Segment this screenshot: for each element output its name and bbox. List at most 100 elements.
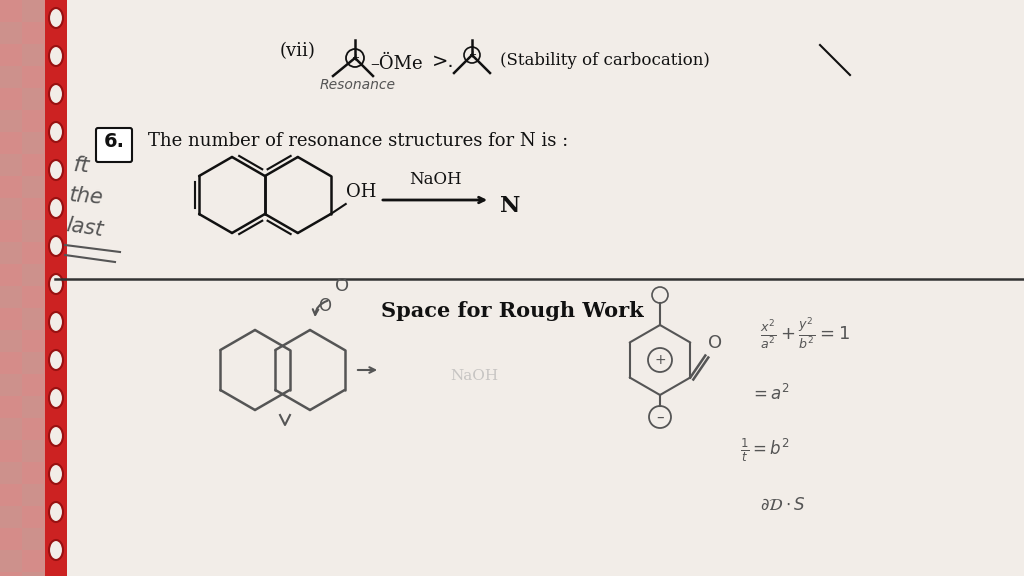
Ellipse shape — [49, 236, 63, 256]
Bar — [0, 0, 22, 22]
Bar — [22, 22, 44, 44]
Bar — [66, 550, 88, 572]
Bar — [22, 506, 44, 528]
Bar — [66, 506, 88, 528]
Bar — [44, 88, 66, 110]
Bar — [88, 176, 110, 198]
Bar — [0, 572, 22, 576]
Text: +: + — [654, 353, 666, 367]
Bar — [22, 110, 44, 132]
Bar — [88, 308, 110, 330]
Text: –: – — [656, 410, 664, 425]
Bar — [66, 110, 88, 132]
Ellipse shape — [49, 426, 63, 446]
Bar — [22, 330, 44, 352]
Bar — [66, 242, 88, 264]
Ellipse shape — [49, 122, 63, 142]
Bar — [0, 308, 22, 330]
FancyBboxPatch shape — [96, 128, 132, 162]
Bar — [66, 154, 88, 176]
Ellipse shape — [49, 46, 63, 66]
Ellipse shape — [49, 84, 63, 104]
Text: $\frac{x^2}{a^2}+\frac{y^2}{b^2}=1$: $\frac{x^2}{a^2}+\frac{y^2}{b^2}=1$ — [760, 316, 850, 352]
Bar — [0, 440, 22, 462]
Bar — [88, 132, 110, 154]
Bar — [66, 22, 88, 44]
Ellipse shape — [49, 198, 63, 218]
Text: O: O — [709, 335, 723, 353]
Bar — [66, 66, 88, 88]
Text: (vii): (vii) — [280, 42, 315, 60]
Text: O: O — [318, 297, 331, 315]
Bar — [0, 352, 22, 374]
Text: 6.: 6. — [103, 132, 125, 151]
Text: OH: OH — [346, 183, 376, 201]
Text: +: + — [468, 50, 476, 60]
Bar — [0, 176, 22, 198]
Text: $=a^2$: $=a^2$ — [750, 384, 790, 404]
Bar — [44, 396, 66, 418]
Bar — [44, 308, 66, 330]
Bar — [66, 374, 88, 396]
Bar — [22, 286, 44, 308]
Ellipse shape — [49, 464, 63, 484]
Bar — [22, 462, 44, 484]
Bar — [44, 572, 66, 576]
Bar — [88, 0, 110, 22]
Bar — [0, 132, 22, 154]
Text: $\partial\mathcal{D}\cdot S$: $\partial\mathcal{D}\cdot S$ — [760, 496, 806, 514]
Text: +: + — [351, 53, 359, 63]
Bar — [0, 264, 22, 286]
Bar — [22, 198, 44, 220]
Ellipse shape — [49, 8, 63, 28]
Bar — [44, 440, 66, 462]
Bar — [44, 528, 66, 550]
Bar — [88, 396, 110, 418]
Bar — [44, 352, 66, 374]
Bar — [44, 484, 66, 506]
Text: the: the — [68, 185, 103, 208]
Text: $\frac{1}{t}=b^2$: $\frac{1}{t}=b^2$ — [740, 437, 791, 464]
Bar — [22, 242, 44, 264]
Bar — [66, 462, 88, 484]
Bar — [44, 132, 66, 154]
Text: last: last — [65, 215, 104, 240]
Ellipse shape — [49, 388, 63, 408]
Ellipse shape — [49, 502, 63, 522]
Bar — [44, 0, 66, 22]
Text: N: N — [500, 195, 520, 217]
Bar — [22, 418, 44, 440]
Text: Resonance: Resonance — [319, 78, 396, 92]
Bar — [88, 440, 110, 462]
Text: NaOH: NaOH — [409, 171, 462, 188]
Text: >.: >. — [432, 52, 455, 71]
Bar — [0, 220, 22, 242]
Bar — [22, 374, 44, 396]
Bar — [0, 44, 22, 66]
Text: O: O — [335, 277, 349, 295]
Bar — [88, 528, 110, 550]
Bar — [88, 264, 110, 286]
Bar — [66, 418, 88, 440]
Bar — [88, 484, 110, 506]
Bar — [44, 176, 66, 198]
Text: ft: ft — [72, 155, 90, 176]
Bar — [44, 44, 66, 66]
Text: –ÖMe: –ÖMe — [370, 55, 423, 73]
Ellipse shape — [49, 274, 63, 294]
Bar — [66, 286, 88, 308]
Bar — [0, 88, 22, 110]
Bar — [0, 396, 22, 418]
Bar — [22, 154, 44, 176]
Text: The number of resonance structures for N is :: The number of resonance structures for N… — [148, 132, 568, 150]
Ellipse shape — [49, 350, 63, 370]
Text: (Stability of carbocation): (Stability of carbocation) — [500, 52, 710, 69]
Bar — [0, 484, 22, 506]
Bar — [66, 330, 88, 352]
Bar — [88, 352, 110, 374]
Ellipse shape — [49, 540, 63, 560]
Bar — [66, 198, 88, 220]
Bar — [45, 0, 67, 576]
Ellipse shape — [49, 312, 63, 332]
Bar — [88, 220, 110, 242]
